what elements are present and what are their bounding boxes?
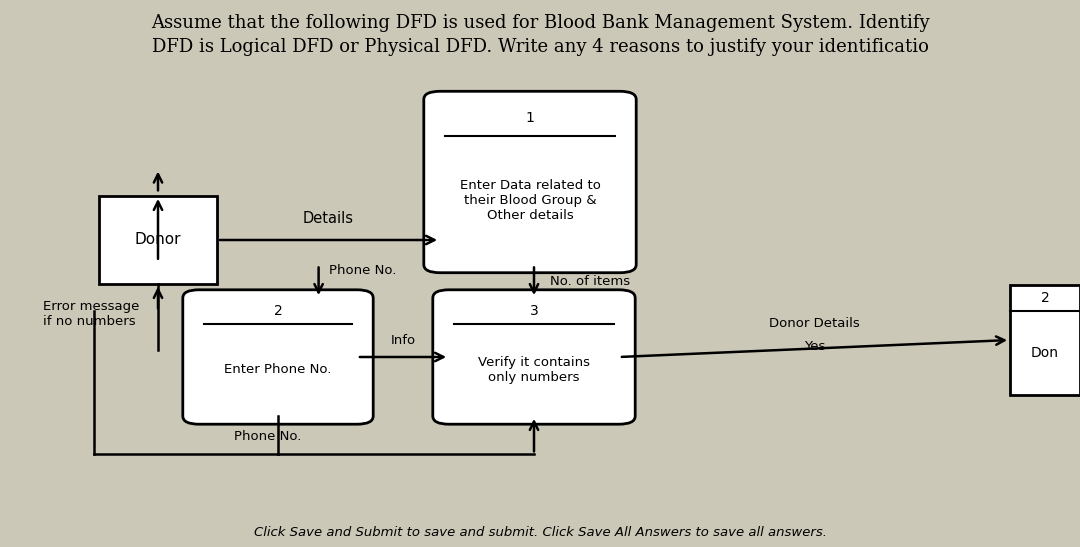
- Bar: [99, 196, 217, 284]
- Text: 2: 2: [1041, 291, 1050, 305]
- Text: Error message
if no numbers: Error message if no numbers: [43, 300, 139, 328]
- Bar: [1010, 285, 1080, 395]
- Text: 3: 3: [529, 304, 538, 318]
- Text: Info: Info: [391, 334, 416, 347]
- Text: DFD is Logical DFD or Physical DFD. Write any 4 reasons to justify your identifi: DFD is Logical DFD or Physical DFD. Writ…: [151, 38, 929, 56]
- Text: Details: Details: [303, 211, 354, 226]
- Text: Yes: Yes: [804, 340, 825, 353]
- FancyBboxPatch shape: [433, 290, 635, 424]
- Text: Don: Don: [1031, 346, 1059, 360]
- Text: Donor: Donor: [135, 232, 181, 247]
- FancyBboxPatch shape: [423, 91, 636, 273]
- Text: 2: 2: [273, 304, 282, 318]
- Text: Click Save and Submit to save and submit. Click Save All Answers to save all ans: Click Save and Submit to save and submit…: [254, 526, 826, 539]
- Text: 1: 1: [526, 110, 535, 125]
- Text: Enter Phone No.: Enter Phone No.: [225, 363, 332, 376]
- FancyBboxPatch shape: [183, 290, 374, 424]
- Text: Enter Data related to
their Blood Group &
Other details: Enter Data related to their Blood Group …: [460, 179, 600, 222]
- Text: Donor Details: Donor Details: [769, 317, 860, 330]
- Text: No. of items: No. of items: [550, 275, 631, 288]
- Text: Phone No.: Phone No.: [329, 264, 396, 277]
- Text: Phone No.: Phone No.: [233, 430, 301, 443]
- Text: Assume that the following DFD is used for Blood Bank Management System. Identify: Assume that the following DFD is used fo…: [151, 14, 929, 32]
- Text: Verify it contains
only numbers: Verify it contains only numbers: [478, 356, 590, 384]
